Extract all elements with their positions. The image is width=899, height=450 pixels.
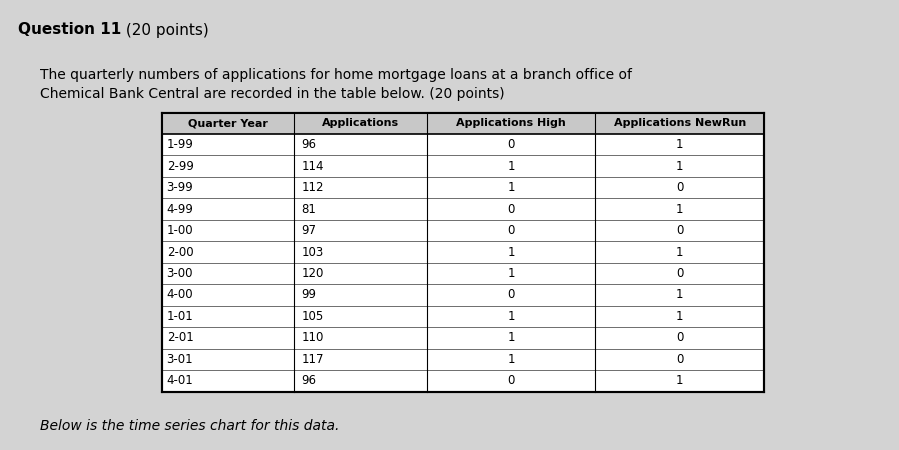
Text: 1: 1: [676, 138, 683, 151]
Text: 1-00: 1-00: [166, 224, 193, 237]
Text: Question 11: Question 11: [18, 22, 121, 37]
Text: 0: 0: [676, 181, 683, 194]
Text: 3-99: 3-99: [166, 181, 193, 194]
Text: 1: 1: [676, 160, 683, 173]
Text: 4-01: 4-01: [166, 374, 193, 387]
Text: Below is the time series chart for this data.: Below is the time series chart for this …: [40, 418, 340, 432]
Text: Applications NewRun: Applications NewRun: [614, 118, 746, 128]
Text: 3-00: 3-00: [166, 267, 193, 280]
Text: 2-01: 2-01: [166, 331, 193, 344]
Bar: [162, 112, 764, 392]
Text: 120: 120: [301, 267, 324, 280]
Text: 4-99: 4-99: [166, 202, 193, 216]
Text: 105: 105: [301, 310, 324, 323]
Text: 0: 0: [676, 353, 683, 366]
Text: 0: 0: [507, 374, 515, 387]
Text: 1: 1: [507, 160, 515, 173]
Text: 0: 0: [507, 288, 515, 302]
Text: 3-01: 3-01: [166, 353, 193, 366]
Text: 97: 97: [301, 224, 316, 237]
Text: 0: 0: [507, 224, 515, 237]
Text: 2-00: 2-00: [166, 246, 193, 258]
Text: Quarter Year: Quarter Year: [188, 118, 268, 128]
Text: 1: 1: [676, 288, 683, 302]
Text: 1: 1: [676, 202, 683, 216]
Text: 1: 1: [676, 246, 683, 258]
Text: 103: 103: [301, 246, 324, 258]
Text: 81: 81: [301, 202, 316, 216]
Text: 96: 96: [301, 138, 316, 151]
Text: 4-00: 4-00: [166, 288, 193, 302]
Text: 0: 0: [676, 331, 683, 344]
Text: 1: 1: [507, 267, 515, 280]
Text: 1: 1: [676, 310, 683, 323]
Text: 110: 110: [301, 331, 324, 344]
Text: 0: 0: [507, 138, 515, 151]
Text: 1-01: 1-01: [166, 310, 193, 323]
Text: 117: 117: [301, 353, 324, 366]
Text: 114: 114: [301, 160, 324, 173]
Text: 99: 99: [301, 288, 316, 302]
Text: 1: 1: [507, 331, 515, 344]
Text: The quarterly numbers of applications for home mortgage loans at a branch office: The quarterly numbers of applications fo…: [40, 68, 633, 101]
Text: 0: 0: [676, 224, 683, 237]
Text: 1: 1: [676, 374, 683, 387]
Text: 0: 0: [676, 267, 683, 280]
Text: Applications: Applications: [322, 118, 399, 128]
Text: 112: 112: [301, 181, 324, 194]
Text: 2-99: 2-99: [166, 160, 193, 173]
Text: 0: 0: [507, 202, 515, 216]
Text: 1: 1: [507, 310, 515, 323]
Text: (20 points): (20 points): [121, 22, 209, 37]
Text: 1-99: 1-99: [166, 138, 193, 151]
Text: Applications High: Applications High: [457, 118, 566, 128]
Text: 1: 1: [507, 246, 515, 258]
Bar: [162, 112, 764, 134]
Text: 96: 96: [301, 374, 316, 387]
Text: 1: 1: [507, 181, 515, 194]
Text: 1: 1: [507, 353, 515, 366]
